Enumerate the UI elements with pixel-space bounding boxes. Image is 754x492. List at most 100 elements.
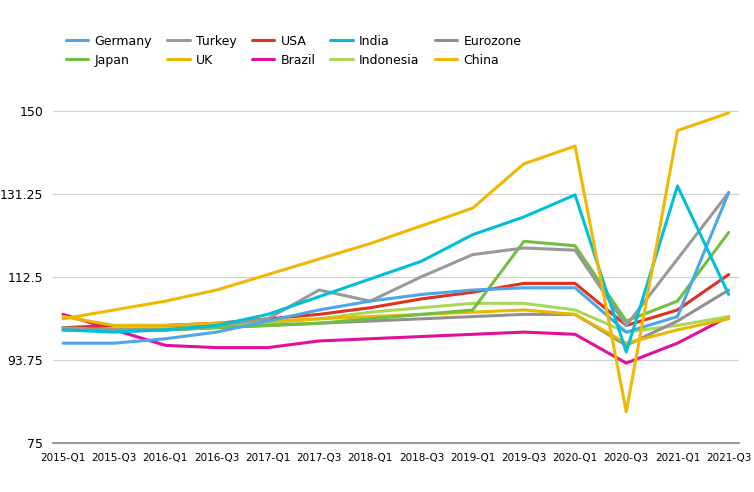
USA: [366, 305, 375, 311]
Germany: [417, 291, 426, 297]
Line: USA: USA: [63, 275, 728, 328]
Germany: [673, 314, 682, 320]
Germany: [468, 287, 477, 293]
Indonesia: [520, 300, 529, 306]
Turkey: [366, 298, 375, 304]
Turkey: [212, 323, 221, 329]
Line: India: India: [63, 186, 728, 352]
India: [622, 349, 631, 355]
Line: China: China: [63, 113, 728, 412]
China: [417, 223, 426, 229]
China: [571, 143, 580, 149]
UK: [468, 309, 477, 315]
Germany: [212, 329, 221, 335]
USA: [468, 289, 477, 295]
India: [468, 232, 477, 238]
USA: [109, 323, 118, 329]
UK: [314, 316, 323, 322]
USA: [161, 323, 170, 329]
Eurozone: [366, 318, 375, 324]
China: [161, 298, 170, 304]
Brazil: [724, 314, 733, 320]
Japan: [571, 243, 580, 249]
UK: [571, 311, 580, 317]
Line: Indonesia: Indonesia: [63, 303, 728, 332]
Brazil: [673, 340, 682, 346]
Japan: [520, 239, 529, 245]
Japan: [59, 327, 68, 333]
India: [417, 258, 426, 264]
USA: [724, 272, 733, 277]
Japan: [673, 298, 682, 304]
Eurozone: [59, 327, 68, 333]
Eurozone: [417, 316, 426, 322]
Turkey: [468, 252, 477, 258]
Eurozone: [724, 287, 733, 293]
USA: [520, 280, 529, 286]
USA: [212, 320, 221, 326]
Turkey: [622, 323, 631, 329]
Indonesia: [622, 329, 631, 335]
China: [520, 161, 529, 167]
Indonesia: [366, 309, 375, 315]
India: [59, 327, 68, 333]
USA: [314, 311, 323, 317]
Japan: [161, 327, 170, 333]
Turkey: [520, 245, 529, 251]
Brazil: [161, 342, 170, 348]
Japan: [263, 323, 272, 329]
UK: [622, 340, 631, 346]
Brazil: [417, 334, 426, 339]
USA: [263, 316, 272, 322]
Indonesia: [109, 325, 118, 331]
Eurozone: [622, 342, 631, 348]
India: [212, 323, 221, 329]
Line: Germany: Germany: [63, 192, 728, 343]
UK: [59, 314, 68, 320]
China: [263, 272, 272, 277]
Legend: Germany, Japan, Turkey, UK, USA, Brazil, India, Indonesia, Eurozone, China: Germany, Japan, Turkey, UK, USA, Brazil,…: [66, 34, 522, 67]
Indonesia: [59, 325, 68, 331]
UK: [520, 307, 529, 313]
Indonesia: [263, 320, 272, 326]
Brazil: [520, 329, 529, 335]
India: [673, 183, 682, 189]
Germany: [366, 298, 375, 304]
Japan: [622, 318, 631, 324]
Line: Eurozone: Eurozone: [63, 290, 728, 345]
Turkey: [571, 247, 580, 253]
UK: [212, 320, 221, 326]
Line: UK: UK: [63, 310, 728, 343]
Brazil: [622, 360, 631, 366]
Turkey: [724, 189, 733, 195]
USA: [571, 280, 580, 286]
China: [622, 409, 631, 415]
Turkey: [59, 325, 68, 331]
Line: Japan: Japan: [63, 233, 728, 330]
UK: [161, 323, 170, 329]
USA: [417, 296, 426, 302]
Turkey: [109, 327, 118, 333]
Eurozone: [212, 325, 221, 331]
Eurozone: [520, 311, 529, 317]
Eurozone: [161, 327, 170, 333]
India: [161, 327, 170, 333]
USA: [59, 325, 68, 331]
Germany: [109, 340, 118, 346]
India: [520, 214, 529, 220]
Indonesia: [468, 300, 477, 306]
Brazil: [468, 332, 477, 338]
Line: Turkey: Turkey: [63, 192, 728, 330]
Brazil: [571, 332, 580, 338]
Indonesia: [673, 323, 682, 329]
Brazil: [366, 336, 375, 341]
Indonesia: [212, 323, 221, 329]
USA: [673, 307, 682, 313]
Brazil: [212, 344, 221, 350]
UK: [366, 314, 375, 320]
Germany: [314, 307, 323, 313]
Eurozone: [109, 327, 118, 333]
Germany: [622, 329, 631, 335]
India: [724, 291, 733, 297]
Germany: [59, 340, 68, 346]
